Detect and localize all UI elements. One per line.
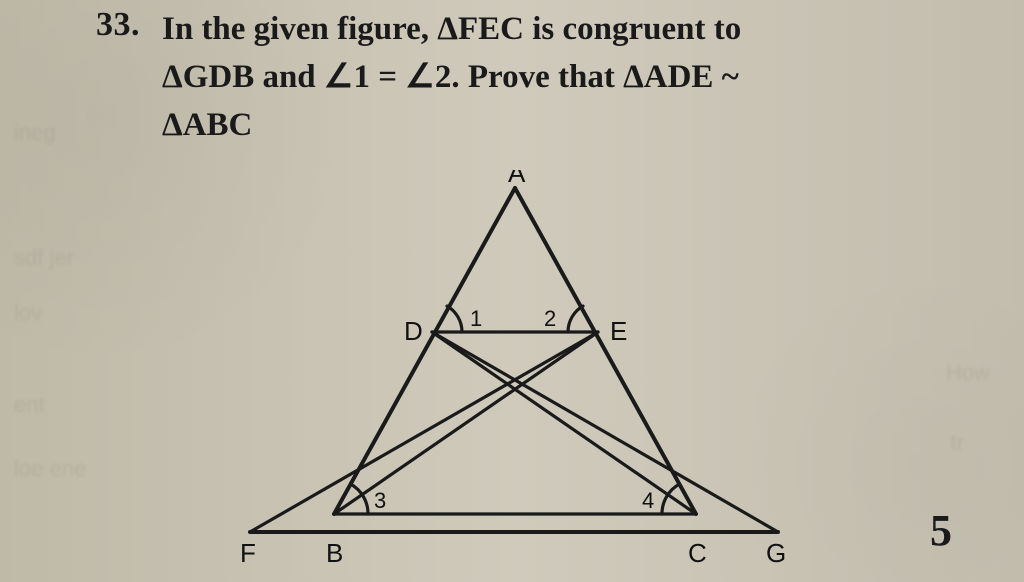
- edge-EB: [334, 332, 598, 514]
- question-line3: ΔABC: [162, 102, 922, 150]
- question-line2: ΔGDB and ∠1 = ∠2. Prove that ΔADE ~: [162, 54, 922, 102]
- label-B: B: [326, 538, 343, 568]
- edge-DC: [432, 332, 696, 514]
- ghost-text: lov: [14, 300, 42, 326]
- edge-AB: [334, 188, 515, 514]
- edge-GD: [432, 332, 778, 532]
- label-angle-1: 1: [470, 306, 482, 331]
- ghost-text: tr: [951, 430, 964, 456]
- geometry-figure: A D E F B C G 1 2 3 4: [210, 170, 820, 570]
- question-line1: In the given figure, ΔFEC is congruent t…: [162, 11, 741, 47]
- label-A: A: [508, 170, 526, 188]
- label-angle-3: 3: [374, 488, 386, 513]
- ghost-text: ent: [14, 392, 45, 418]
- page-root: ineg sdf jer lov ent loe ene How tr 33. …: [0, 0, 1024, 582]
- ghost-text: ineg: [14, 120, 56, 146]
- question-text: In the given figure, ΔFEC is congruent t…: [162, 6, 922, 150]
- marks-value: 5: [930, 505, 952, 556]
- edge-AC: [515, 188, 696, 514]
- ghost-text: How: [946, 360, 990, 386]
- edge-FE: [250, 332, 598, 532]
- label-D: D: [404, 316, 423, 346]
- label-G: G: [766, 538, 786, 568]
- label-E: E: [610, 316, 627, 346]
- label-F: F: [240, 538, 256, 568]
- question-block: 33. In the given figure, ΔFEC is congrue…: [96, 6, 936, 150]
- ghost-text: loe ene: [14, 456, 86, 482]
- ghost-text: sdf jer: [14, 245, 74, 271]
- label-C: C: [688, 538, 707, 568]
- label-angle-2: 2: [544, 306, 556, 331]
- label-angle-4: 4: [642, 488, 654, 513]
- question-number: 33.: [96, 6, 158, 44]
